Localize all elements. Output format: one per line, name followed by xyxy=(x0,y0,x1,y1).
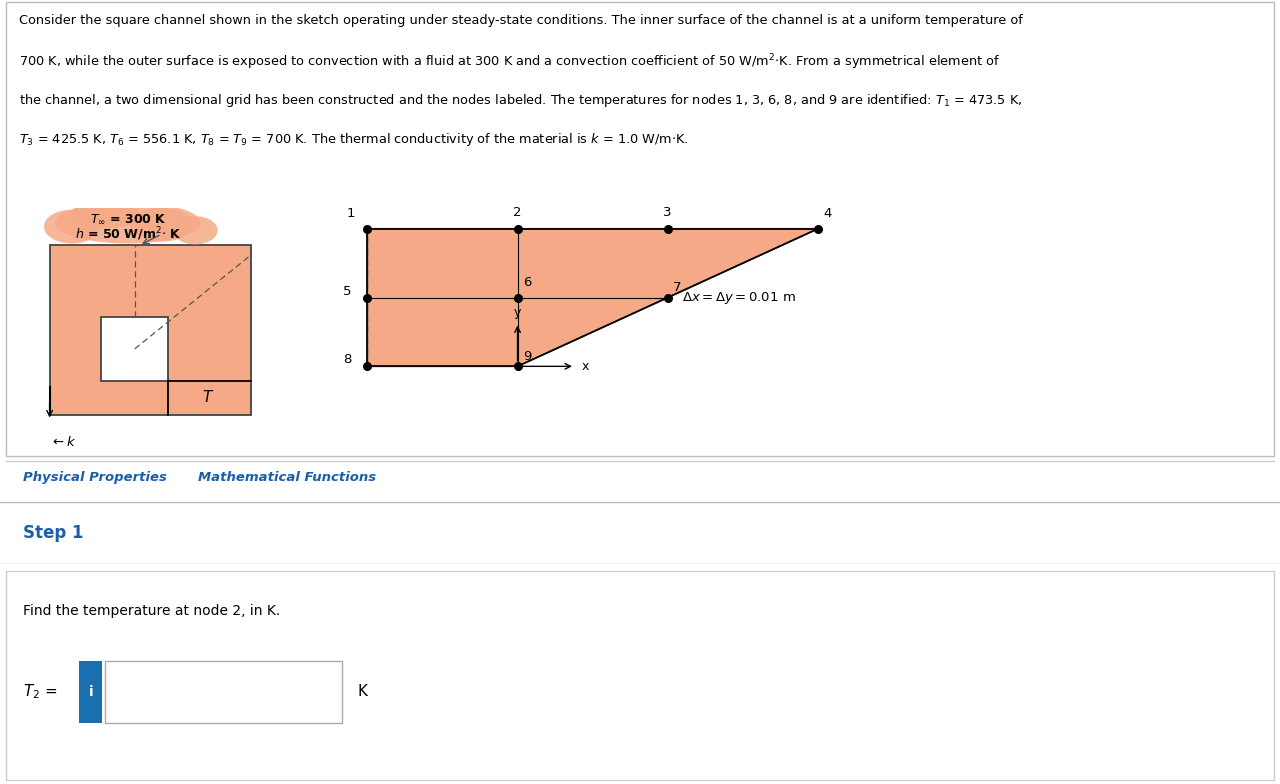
Text: 3: 3 xyxy=(663,205,672,219)
Ellipse shape xyxy=(55,202,201,244)
Text: y: y xyxy=(513,307,521,319)
Text: K: K xyxy=(357,684,367,699)
Text: $T$: $T$ xyxy=(202,389,214,405)
Text: 9: 9 xyxy=(524,350,531,362)
Text: 4: 4 xyxy=(823,207,832,220)
Text: 1: 1 xyxy=(347,207,356,220)
Text: Physical Properties: Physical Properties xyxy=(23,470,166,484)
Ellipse shape xyxy=(173,216,218,245)
Polygon shape xyxy=(367,229,818,366)
Text: x: x xyxy=(581,360,589,373)
Text: $T_\infty$ = 300 K: $T_\infty$ = 300 K xyxy=(90,212,166,226)
Ellipse shape xyxy=(131,208,193,241)
Text: Mathematical Functions: Mathematical Functions xyxy=(198,470,376,484)
Text: Step 1: Step 1 xyxy=(23,524,83,542)
Polygon shape xyxy=(101,317,169,381)
Ellipse shape xyxy=(72,198,140,228)
Ellipse shape xyxy=(44,209,100,244)
Text: 700 K, while the outer surface is exposed to convection with a fluid at 300 K an: 700 K, while the outer surface is expose… xyxy=(19,53,1001,72)
Text: 8: 8 xyxy=(343,354,351,366)
FancyBboxPatch shape xyxy=(79,661,102,723)
Text: $T_3$ = 425.5 K, $T_6$ = 556.1 K, $T_8$ = $T_9$ = 700 K. The thermal conductivit: $T_3$ = 425.5 K, $T_6$ = 556.1 K, $T_8$ … xyxy=(19,131,689,147)
Text: 7: 7 xyxy=(673,281,681,294)
Text: $h$ = 50 W/m$^2$$\cdot$ K: $h$ = 50 W/m$^2$$\cdot$ K xyxy=(74,225,182,243)
FancyBboxPatch shape xyxy=(105,661,342,723)
Text: $T_2$ =: $T_2$ = xyxy=(23,682,58,701)
Text: Find the temperature at node 2, in K.: Find the temperature at node 2, in K. xyxy=(23,604,280,618)
Text: 6: 6 xyxy=(524,276,531,289)
Polygon shape xyxy=(50,245,251,415)
Text: $\leftarrow$$k$: $\leftarrow$$k$ xyxy=(50,435,76,449)
Text: $\Delta x = \Delta y = 0.01$ m: $\Delta x = \Delta y = 0.01$ m xyxy=(682,289,796,306)
Text: 2: 2 xyxy=(513,205,522,219)
FancyBboxPatch shape xyxy=(6,2,1274,456)
FancyBboxPatch shape xyxy=(6,571,1274,779)
Text: i: i xyxy=(88,684,93,699)
Text: the channel, a two dimensional grid has been constructed and the nodes labeled. : the channel, a two dimensional grid has … xyxy=(19,92,1023,109)
Text: 5: 5 xyxy=(343,285,351,298)
Text: Consider the square channel shown in the sketch operating under steady-state con: Consider the square channel shown in the… xyxy=(19,14,1023,27)
